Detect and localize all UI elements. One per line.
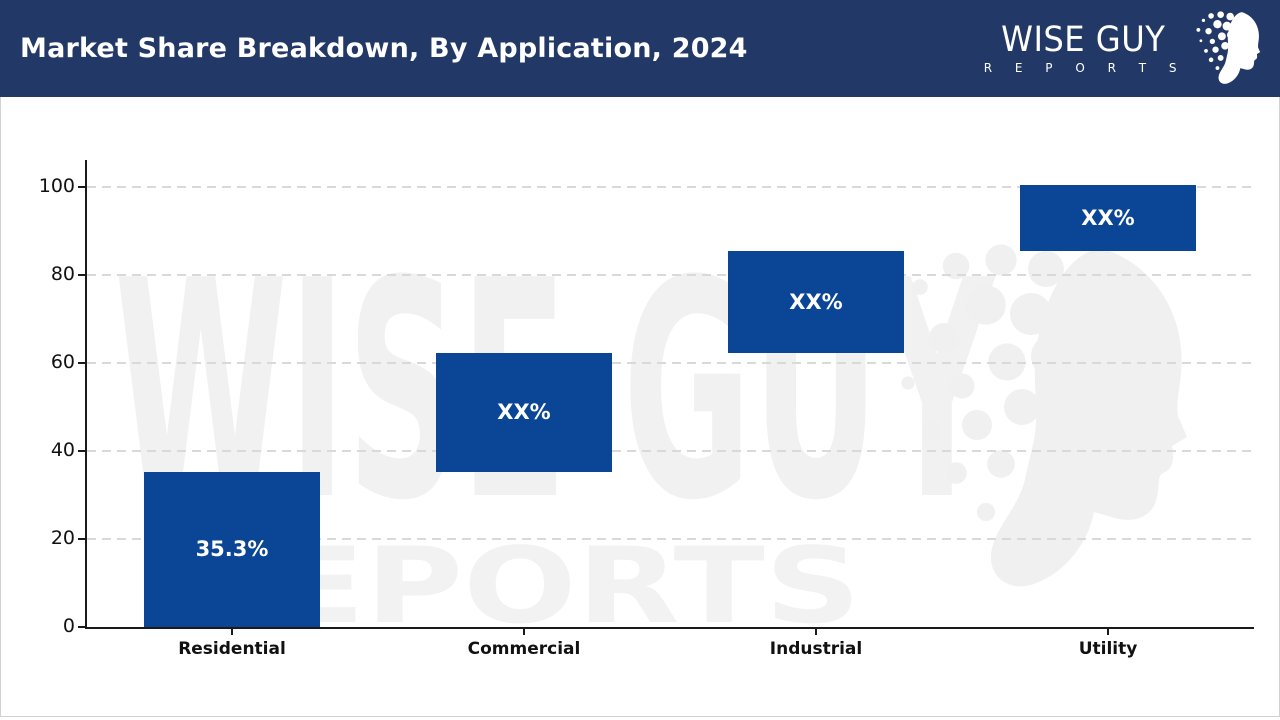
chart-title: Market Share Breakdown, By Application, … bbox=[20, 33, 748, 64]
brand-face-icon bbox=[1196, 10, 1261, 84]
y-tick-mark-0 bbox=[78, 626, 85, 628]
x-category-label-commercial: Commercial bbox=[467, 639, 581, 659]
y-tick-mark-60 bbox=[78, 362, 85, 364]
gridline-40 bbox=[87, 450, 1254, 452]
y-tick-label-80: 80 bbox=[50, 263, 75, 285]
y-axis-spine bbox=[85, 160, 87, 629]
watermark-face-icon bbox=[887, 244, 1187, 587]
bar-value-label: 35.3% bbox=[195, 537, 269, 562]
bar-commercial: XX% bbox=[436, 352, 612, 472]
x-axis-spine bbox=[85, 627, 1254, 629]
brand-name: WISE GUY bbox=[1000, 20, 1165, 60]
brand-subtitle: R E P O R T S bbox=[983, 61, 1186, 75]
y-tick-mark-80 bbox=[78, 274, 85, 276]
y-tick-label-20: 20 bbox=[50, 527, 75, 549]
brand-logo: WISE GUY R E P O R T S bbox=[980, 8, 1262, 90]
x-tick-mark-residential bbox=[231, 629, 233, 635]
bar-residential: 35.3% bbox=[144, 471, 320, 627]
brand-wordmark: WISE GUY R E P O R T S bbox=[980, 20, 1186, 75]
gridline-100 bbox=[87, 186, 1254, 188]
x-category-label-utility: Utility bbox=[1078, 639, 1138, 659]
y-tick-mark-100 bbox=[78, 186, 85, 188]
gridline-80 bbox=[87, 274, 1254, 276]
bar-value-label: XX% bbox=[1081, 205, 1135, 230]
y-tick-mark-20 bbox=[78, 538, 85, 540]
bar-value-label: XX% bbox=[497, 400, 551, 425]
header-bar: Market Share Breakdown, By Application, … bbox=[0, 0, 1280, 97]
x-category-label-industrial: Industrial bbox=[769, 639, 863, 659]
x-category-label-residential: Residential bbox=[178, 639, 286, 659]
gridline-20 bbox=[87, 538, 1254, 540]
x-tick-mark-commercial bbox=[523, 629, 525, 635]
bar-industrial: XX% bbox=[728, 250, 904, 353]
bar-utility: XX% bbox=[1020, 184, 1196, 251]
x-tick-mark-industrial bbox=[815, 629, 817, 635]
y-tick-label-60: 60 bbox=[50, 351, 75, 373]
chart-area: WISE GUY REPORTS 0 20 40 60 80 100 35.3% XX% XX… bbox=[0, 97, 1280, 717]
y-tick-mark-40 bbox=[78, 450, 85, 452]
y-tick-label-0: 0 bbox=[62, 615, 75, 637]
x-tick-mark-utility bbox=[1107, 629, 1109, 635]
bar-value-label: XX% bbox=[789, 289, 843, 314]
y-tick-label-40: 40 bbox=[50, 439, 75, 461]
gridline-60 bbox=[87, 362, 1254, 364]
y-tick-label-100: 100 bbox=[38, 175, 75, 197]
